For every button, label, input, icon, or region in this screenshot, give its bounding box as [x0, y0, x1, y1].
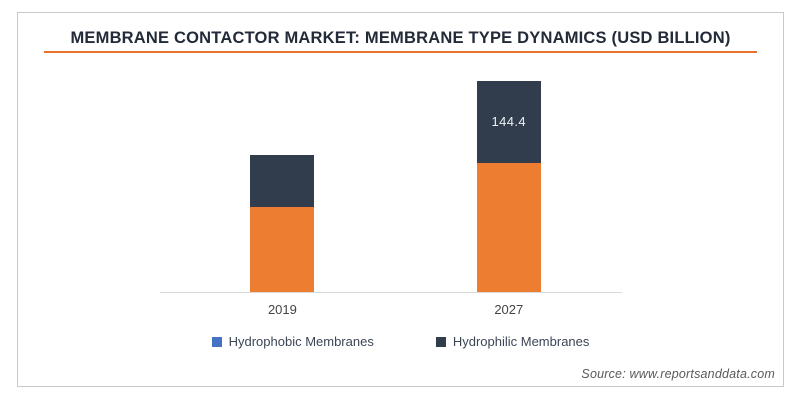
legend-swatch-icon [435, 336, 446, 347]
bar-segment-hydrophobic-membranes [250, 206, 315, 292]
x-axis-line [160, 292, 622, 293]
source-text: Source: www.reportsanddata.com [581, 367, 775, 381]
bar-stack-2027: 144.4 [476, 81, 541, 292]
legend-label: Hydrophobic Membranes [228, 334, 374, 349]
bar-stack-2019 [250, 154, 315, 292]
chart-frame: MEMBRANE CONTACTOR MARKET: MEMBRANE TYPE… [17, 12, 784, 387]
bar-segment-hydrophilic-membranes [250, 154, 315, 207]
legend-item-hydrophobic-membranes: Hydrophobic Membranes [211, 334, 374, 349]
chart-title: MEMBRANE CONTACTOR MARKET: MEMBRANE TYPE… [70, 29, 731, 47]
title-underline [44, 51, 757, 53]
bar-segment-hydrophilic-membranes: 144.4 [476, 81, 541, 164]
data-label: 144.4 [491, 114, 527, 130]
x-tick-label: 2027 [494, 302, 524, 317]
x-tick-label: 2019 [267, 302, 297, 317]
legend-swatch-icon [211, 336, 222, 347]
legend: Hydrophobic Membranes Hydrophilic Membran… [18, 334, 783, 349]
legend-item-hydrophilic-membranes: Hydrophilic Membranes [435, 334, 590, 349]
bar-segment-hydrophobic-membranes [476, 163, 541, 292]
legend-label: Hydrophilic Membranes [452, 334, 590, 349]
plot-area: 2019 144.4 2027 [160, 70, 622, 317]
